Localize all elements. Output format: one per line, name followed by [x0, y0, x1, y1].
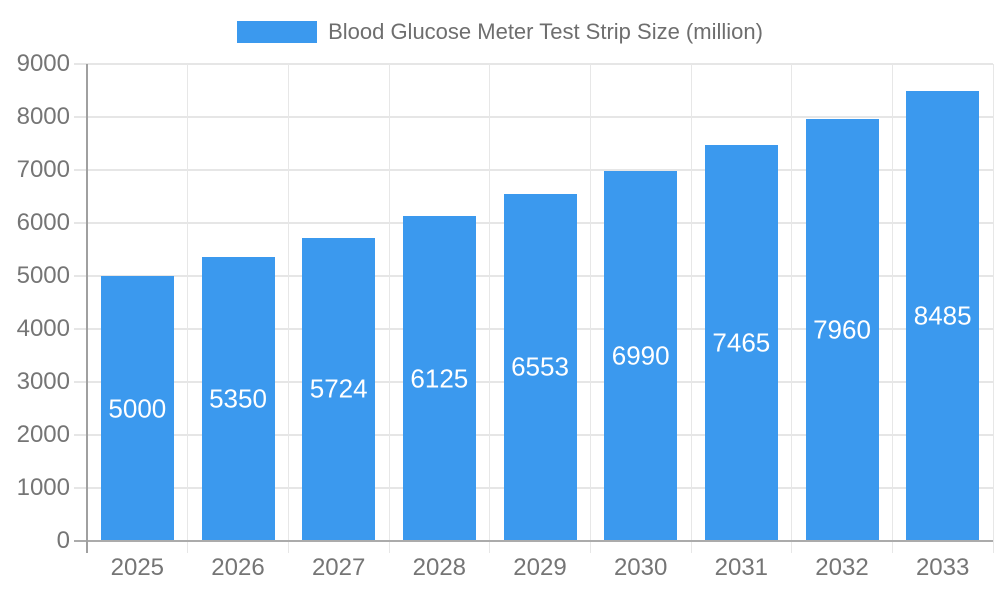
bar-value-label-2032: 7960: [813, 314, 871, 345]
v-gridline-5: [589, 64, 591, 553]
y-tick-label-2000: 2000: [16, 421, 70, 448]
bar-value-label-2027: 5724: [309, 373, 368, 404]
v-gridline-3: [388, 64, 390, 553]
x-tick-label-2029: 2029: [513, 554, 567, 581]
bar-value-label-2030: 6990: [611, 340, 670, 371]
y-tick-label-1000: 1000: [16, 474, 70, 501]
bar-2026[interactable]: 5350: [201, 257, 275, 541]
bar-2025[interactable]: 5000: [100, 276, 174, 541]
v-gridline-4: [489, 64, 491, 553]
v-gridline-1: [187, 64, 189, 553]
x-tick-label-2030: 2030: [613, 554, 668, 581]
chart-legend: Blood Glucose Meter Test Strip Size (mil…: [0, 20, 1000, 44]
bar-2032[interactable]: 7960: [805, 119, 879, 541]
plot-area: 5000 5350 5724 6125 6553 6990 7465 7960 8485: [87, 64, 993, 541]
bar-value-label-2025: 5000: [108, 393, 167, 423]
x-tick-label-2026: 2026: [211, 554, 265, 581]
x-axis-line: [74, 540, 993, 542]
x-tick-label-2032: 2032: [815, 554, 869, 581]
bar-value-label-2031: 7465: [712, 327, 771, 358]
bar-2031[interactable]: 7465: [704, 145, 778, 541]
legend-item-test-strip-size[interactable]: Blood Glucose Meter Test Strip Size (mil…: [237, 20, 763, 44]
legend-swatch-icon: [237, 21, 318, 43]
v-gridline-7: [791, 64, 793, 553]
bar-value-label-2026: 5350: [209, 383, 267, 414]
x-tick-label-2025: 2025: [110, 554, 165, 581]
y-tick-label-3000: 3000: [16, 368, 70, 395]
v-gridline-9: [992, 64, 994, 553]
bar-value-label-2029: 6553: [511, 351, 569, 382]
x-tick-label-2031: 2031: [714, 554, 769, 581]
y-tick-label-4000: 4000: [16, 315, 70, 342]
y-axis-line: [86, 64, 88, 553]
x-tick-label-2028: 2028: [412, 554, 467, 581]
y-tick-label-9000: 9000: [16, 50, 70, 77]
y-tick-label-7000: 7000: [16, 156, 70, 183]
x-tick-label-2033: 2033: [915, 554, 970, 581]
bar-2028[interactable]: 6125: [402, 216, 476, 541]
x-tick-label-2027: 2027: [311, 554, 366, 581]
y-tick-label-0: 0: [56, 527, 70, 554]
h-gridline-8000: [74, 116, 993, 118]
v-gridline-8: [891, 64, 893, 553]
y-tick-label-5000: 5000: [16, 262, 70, 289]
y-tick-label-8000: 8000: [16, 103, 70, 130]
legend-label: Blood Glucose Meter Test Strip Size (mil…: [328, 19, 763, 44]
v-gridline-6: [690, 64, 692, 553]
y-tick-label-6000: 6000: [16, 209, 70, 236]
bar-2030[interactable]: 6990: [604, 170, 678, 541]
bar-2027[interactable]: 5724: [302, 237, 376, 541]
bar-2029[interactable]: 6553: [503, 193, 577, 541]
bar-2033[interactable]: 8485: [906, 91, 980, 541]
h-gridline-7000: [74, 169, 993, 171]
h-gridline-9000: [74, 63, 993, 65]
v-gridline-2: [287, 64, 289, 553]
bar-value-label-2033: 8485: [913, 300, 972, 331]
bar-value-label-2028: 6125: [410, 363, 469, 394]
